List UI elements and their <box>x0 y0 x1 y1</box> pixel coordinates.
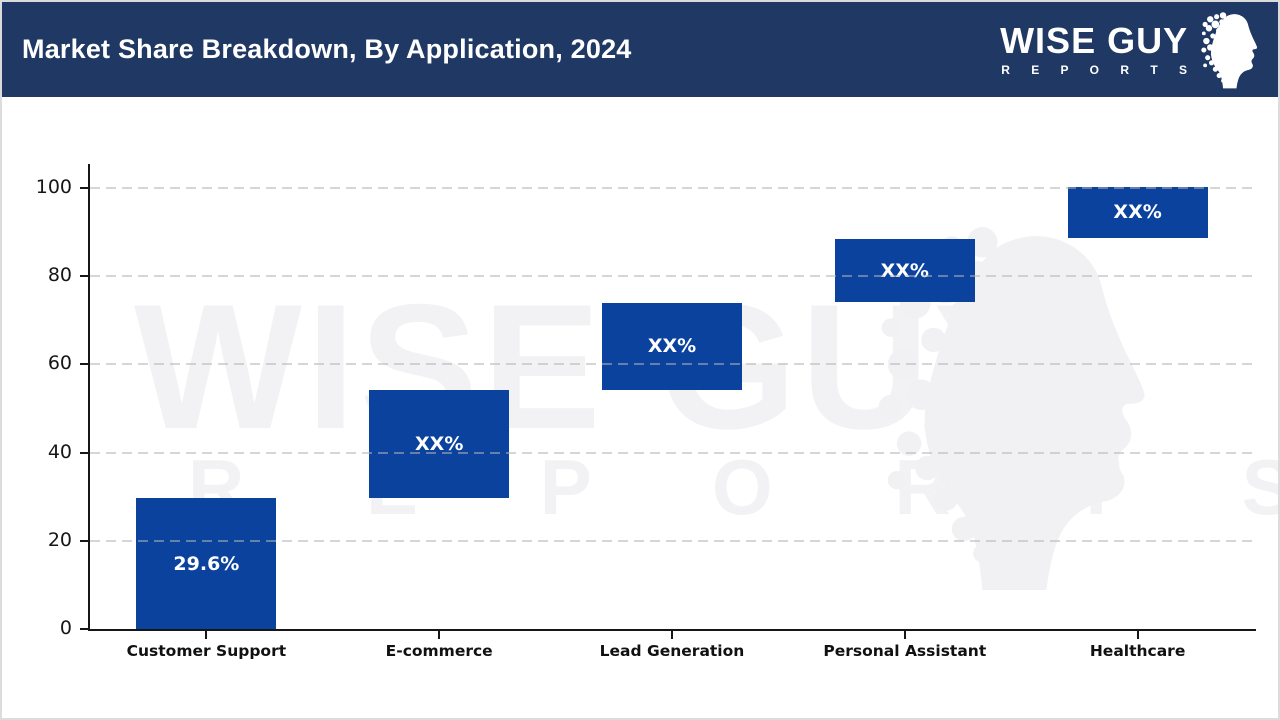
y-axis-line <box>88 164 90 631</box>
gridline-40 <box>90 451 1254 454</box>
bar-healthcare: XX% <box>1067 187 1208 238</box>
x-tick-4 <box>1136 631 1139 639</box>
logo-reports-text: R E P O R T S <box>1001 62 1196 77</box>
y-tick-100 <box>80 187 88 189</box>
y-tick-label-100: 100 <box>35 176 72 198</box>
gridline-60 <box>90 363 1254 366</box>
bar-personal-assistant: XX% <box>834 239 975 303</box>
y-tick-40 <box>80 451 88 454</box>
x-category-label-4: Healthcare <box>1089 642 1186 660</box>
bar-lead-generation: XX% <box>602 303 742 390</box>
bar-value-label: 29.6% <box>173 552 240 575</box>
x-category-label-2: Lead Generation <box>599 642 745 660</box>
bar-e-commerce: XX% <box>369 390 510 499</box>
gridline-80 <box>90 275 1254 278</box>
x-category-label-3: Personal Assistant <box>823 642 987 660</box>
x-tick-1 <box>438 631 441 639</box>
chart-title: Market Share Breakdown, By Application, … <box>22 34 632 64</box>
bar-value-label: XX% <box>647 335 697 358</box>
x-tick-0 <box>205 631 208 639</box>
gridline-100 <box>90 187 1254 189</box>
y-tick-60 <box>80 363 88 366</box>
wise-guy-reports-logo: WISE GUY R E P O R T S <box>992 10 1264 90</box>
y-tick-label-20: 20 <box>47 528 72 551</box>
x-tick-2 <box>671 631 673 639</box>
x-tick-3 <box>903 631 906 639</box>
logo-face-dots-icon <box>1200 10 1264 90</box>
y-tick-label-40: 40 <box>47 440 72 463</box>
bar-value-label: XX% <box>880 259 929 282</box>
x-category-label-1: E-commerce <box>385 642 493 660</box>
y-tick-label-0: 0 <box>59 617 72 639</box>
bar-value-label: XX% <box>415 433 464 456</box>
bar-value-label: XX% <box>1113 201 1162 224</box>
report-header: Market Share Breakdown, By Application, … <box>2 2 1278 97</box>
y-tick-80 <box>80 275 88 278</box>
y-tick-0 <box>80 628 88 630</box>
bar-customer-support: 29.6% <box>136 498 277 629</box>
logo-wise-guy-text: WISE GUY <box>1000 19 1189 61</box>
gridline-20 <box>90 539 1254 542</box>
x-axis-line <box>88 629 1256 631</box>
y-tick-label-60: 60 <box>47 352 72 375</box>
y-tick-label-80: 80 <box>47 264 72 287</box>
x-category-label-0: Customer Support <box>126 642 287 660</box>
logo-wordmark: WISE GUY R E P O R T S <box>992 19 1196 77</box>
y-tick-20 <box>80 539 88 542</box>
